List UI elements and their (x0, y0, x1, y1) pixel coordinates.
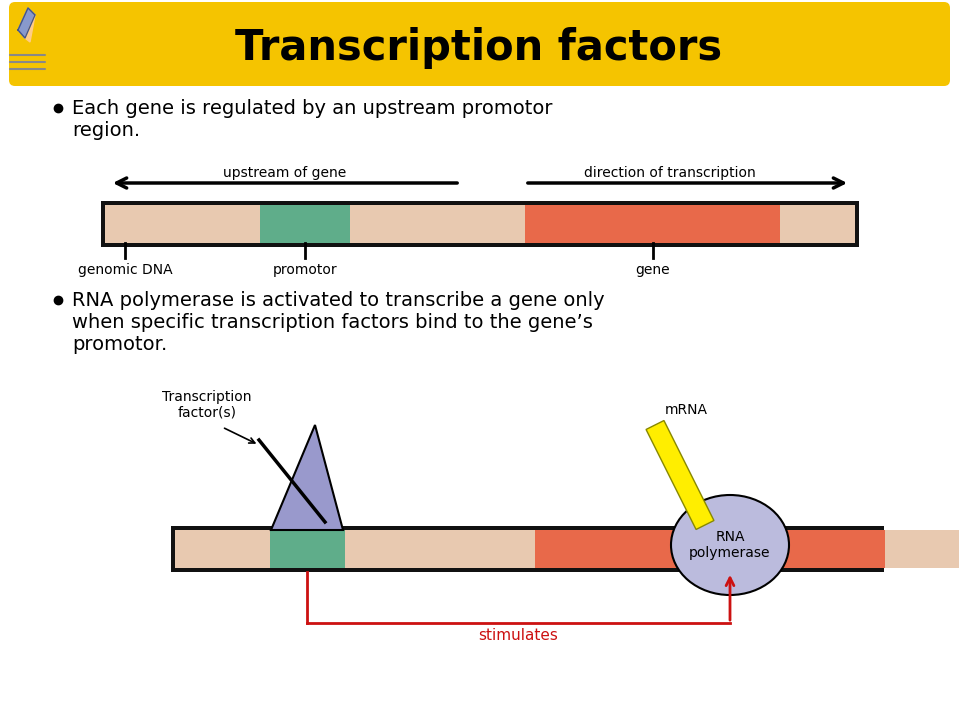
Text: Transcription factors: Transcription factors (236, 27, 722, 69)
Ellipse shape (671, 495, 789, 595)
Text: when specific transcription factors bind to the gene’s: when specific transcription factors bind… (72, 312, 593, 331)
Bar (175, 530, 270, 568)
Polygon shape (271, 425, 343, 530)
Text: gene: gene (636, 263, 670, 277)
Polygon shape (18, 8, 35, 38)
Bar (171, 526, 884, 572)
Bar (270, 530, 345, 568)
Bar (260, 205, 350, 243)
Bar (101, 201, 859, 247)
Text: Each gene is regulated by an upstream promotor: Each gene is regulated by an upstream pr… (72, 99, 552, 117)
Bar (885, 530, 959, 568)
Text: RNA
polymerase: RNA polymerase (690, 530, 771, 560)
Text: Transcription
factor(s): Transcription factor(s) (162, 390, 252, 420)
Text: upstream of gene: upstream of gene (223, 166, 346, 180)
Polygon shape (25, 15, 35, 42)
Bar (350, 205, 525, 243)
Text: promotor: promotor (272, 263, 338, 277)
Text: RNA polymerase is activated to transcribe a gene only: RNA polymerase is activated to transcrib… (72, 290, 604, 310)
Text: mRNA: mRNA (665, 403, 708, 417)
Bar (680, 530, 775, 568)
Bar (105, 205, 260, 243)
Bar (345, 530, 535, 568)
Text: genomic DNA: genomic DNA (78, 263, 173, 277)
Bar (525, 205, 780, 243)
Bar (775, 530, 885, 568)
FancyBboxPatch shape (9, 2, 950, 86)
Text: stimulates: stimulates (479, 628, 558, 643)
Bar (780, 205, 855, 243)
Text: direction of transcription: direction of transcription (584, 166, 756, 180)
Bar (535, 530, 680, 568)
Polygon shape (646, 420, 713, 529)
Text: region.: region. (72, 120, 140, 140)
Text: promotor.: promotor. (72, 335, 167, 354)
